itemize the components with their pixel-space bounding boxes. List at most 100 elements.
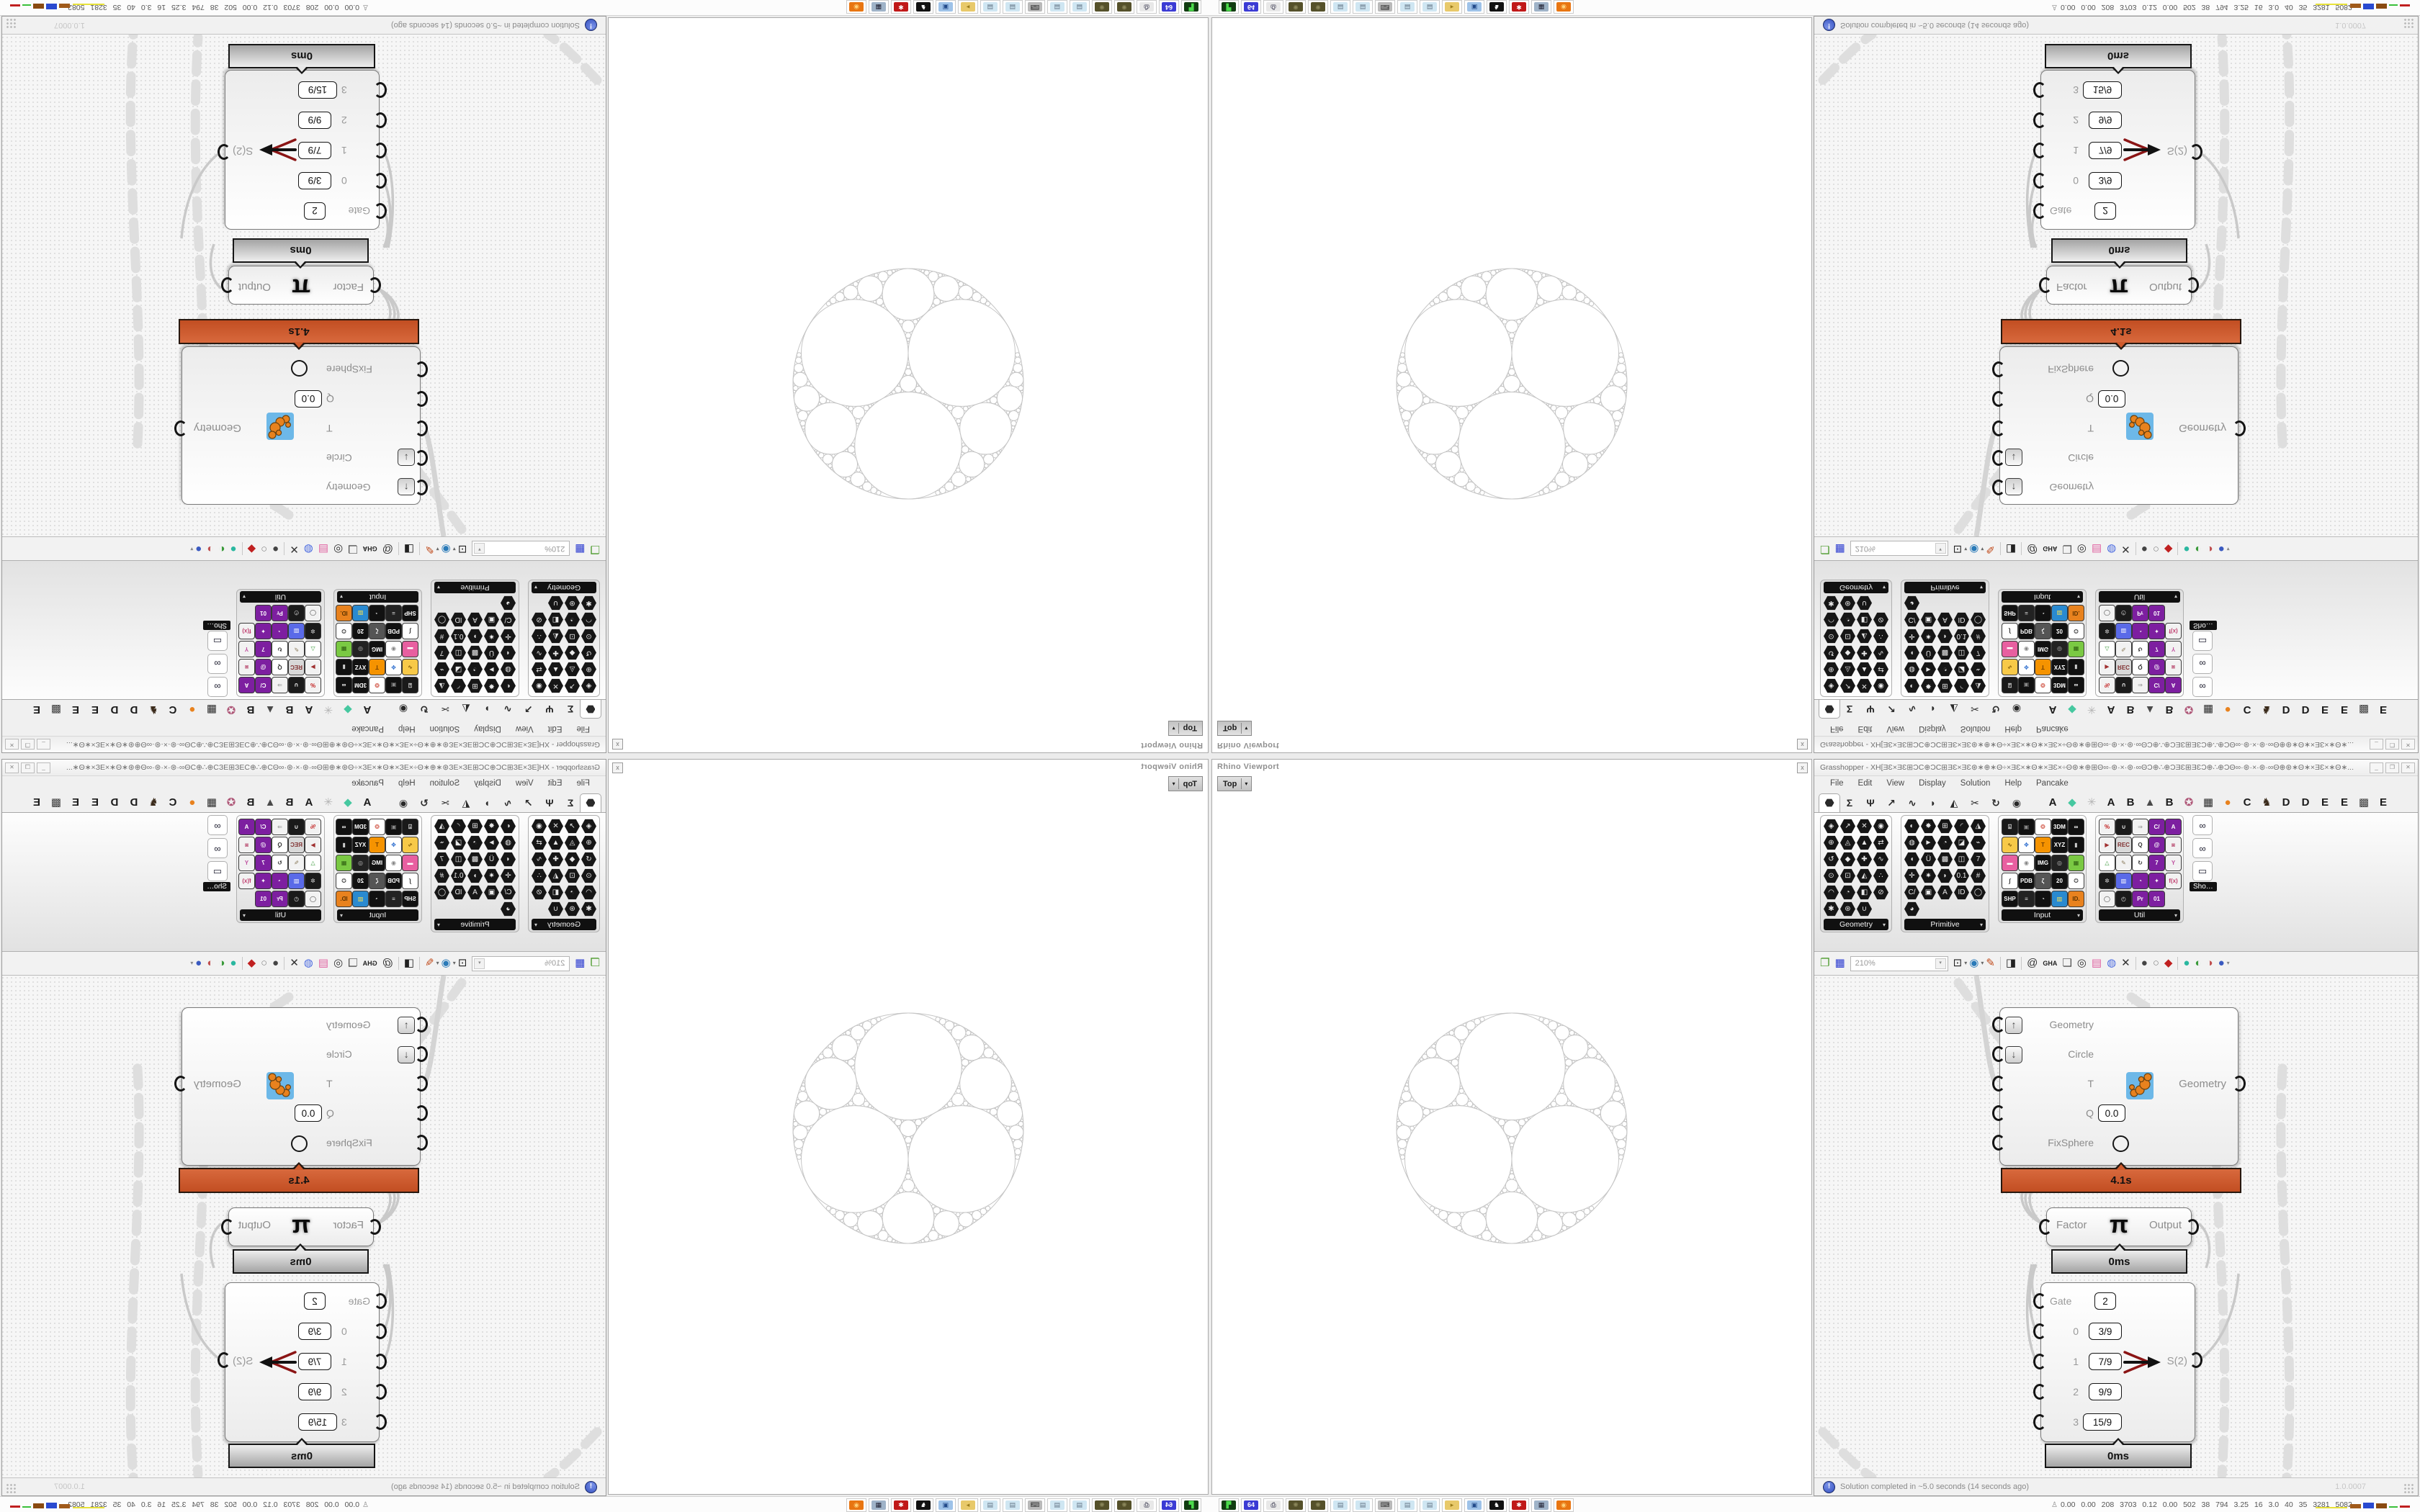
menu-item-pancake[interactable]: Pancake [351,724,384,733]
component-icon[interactable]: ◍ [501,835,516,850]
toolbar-icon-9[interactable]: ◨ [2005,957,2017,969]
component-icon[interactable]: A [1937,885,1953,900]
component-icon[interactable]: ⊛ [1840,595,1855,611]
tab-plugin-16[interactable]: ▩ [50,703,62,716]
component-icon[interactable]: 7 [1971,645,1986,660]
toolbar-icon-16[interactable]: ◍ [2107,957,2117,969]
value-box[interactable]: 15/9 [2083,1413,2122,1431]
component-icon[interactable]: ◔ [1840,612,1855,627]
boolean-toggle[interactable] [2112,1135,2129,1152]
component-icon[interactable]: 0.1 [451,868,466,883]
component-icon[interactable]: ∪ [1857,595,1872,611]
component-icon[interactable]: 7 [2148,855,2165,871]
component-icon[interactable]: ◉ [1873,819,1888,834]
viewport-close-button[interactable]: x [1797,739,1808,750]
component-icon[interactable]: ► [484,835,499,850]
tab-plugin-12[interactable]: D [130,796,138,809]
toolbar-icon-16[interactable]: ◍ [303,543,313,555]
tab-icon-6[interactable]: ◭ [1950,703,1958,715]
component-icon[interactable]: ◎ [2051,641,2068,657]
tab-plugin-8[interactable]: ▦ [2202,796,2214,809]
component-icon[interactable]: ✷ [484,629,499,644]
resize-grip[interactable] [2403,19,2414,29]
toolbar-icon-9[interactable]: ◨ [403,543,415,555]
component-icon[interactable]: 20 [2051,873,2068,889]
component-icon[interactable]: ◪ [1954,662,1969,677]
launcher-icon-0[interactable]: ▛ [1219,0,1239,14]
component-icon[interactable]: ◭ [1857,629,1872,644]
toolbar-icon-20[interactable]: ○ [2152,957,2159,969]
component-pi[interactable]: Factor π Output [2039,266,2199,305]
component-icon[interactable]: Pr [2132,891,2148,907]
component-icon[interactable]: ◆ [565,852,580,867]
launcher-icon-15[interactable]: ◉ [1554,0,1574,14]
launcher-icon-6[interactable]: ▤ [1353,0,1373,14]
tab-plugin-14[interactable]: E [2321,703,2329,716]
input-port[interactable] [415,450,428,466]
component-icon[interactable]: ◔ [1937,835,1953,850]
tab-plugin-10[interactable]: C [169,703,177,716]
tab-plugin-17[interactable]: E [33,796,41,809]
component-icon[interactable]: 20 [352,623,369,639]
toolbar-icon-4[interactable]: ▾ [452,546,456,552]
component-icon[interactable]: ◯ [1971,612,1986,627]
component-icon[interactable]: ◔ [2132,623,2148,639]
component-icon[interactable]: ◧ [1857,885,1872,900]
launcher-icon-9[interactable]: ▤ [1420,1498,1440,1512]
tab-icon-6[interactable]: ◭ [1950,797,1958,809]
menu-item-view[interactable]: View [1886,724,1905,733]
component-icon[interactable]: ◴ [2115,891,2132,907]
tab-icon-1[interactable]: Σ [1846,703,1853,715]
toolbar-icon-25[interactable]: ◑ [207,957,214,969]
tab-icon-8[interactable]: ↻ [1991,797,2000,809]
component-icon[interactable]: ◖ [1904,852,1919,867]
component-icon[interactable]: ◬ [565,662,580,677]
toolbar-icon-15[interactable]: ▤ [318,543,329,555]
component-icon[interactable]: ▲ [548,835,563,850]
toolbar-icon-1[interactable]: ▦ [1834,957,1845,969]
component-icon[interactable]: T [369,837,385,853]
tab-icon-8[interactable]: ↻ [1991,703,2000,715]
component-icon[interactable]: Pr [272,891,288,907]
toolbar-icon-27[interactable]: ▾ [2226,546,2230,552]
tab-plugin-6[interactable]: B [246,703,255,716]
component-icon[interactable]: ∪ [548,595,563,611]
component-icon[interactable]: ◬ [565,835,580,850]
component-icon[interactable]: ✛ [1904,629,1919,644]
component-icon[interactable]: 01 [255,605,272,621]
component-icon[interactable]: ✷ [484,868,499,883]
component-icon[interactable]: ∞ [207,654,228,674]
component-icon[interactable]: ◐ [1904,678,1919,693]
component-icon[interactable]: ◈ [1824,678,1839,693]
component-icon[interactable]: ◯ [2099,605,2115,621]
component-icon[interactable]: ◉ [385,855,402,871]
launcher-icon-8[interactable]: ▤ [1003,1498,1023,1512]
component-icon[interactable]: % [2099,819,2115,835]
component-icon[interactable]: ⊛ [565,595,580,611]
component-icon[interactable]: ✎ [2115,641,2132,657]
launcher-icon-4[interactable]: ✺ [1308,1498,1328,1512]
menu-item-pancake[interactable]: Pancake [2036,779,2069,788]
component-icon[interactable]: ∪ [1857,901,1872,917]
component-icon[interactable]: ◬ [1840,835,1855,850]
menu-item-file[interactable]: File [576,779,590,788]
value-box[interactable]: 7/9 [2089,1353,2122,1370]
tab-plugin-1[interactable]: ◆ [344,796,352,809]
component-icon[interactable]: ◕ [501,901,516,917]
palette-group-label[interactable]: Util ▾ [2099,591,2180,603]
component-icon[interactable]: ▣ [385,677,402,693]
component-icon[interactable]: ✛ [501,868,516,883]
component-icon[interactable]: ∴ [532,629,547,644]
tab-plugin-17[interactable]: E [2379,796,2387,809]
component-icon[interactable]: @ [2148,837,2165,853]
component-icon[interactable]: ⊘ [532,612,547,627]
tab-plugin-7[interactable]: ✪ [2184,703,2194,716]
component-icon[interactable]: ∿ [2002,659,2018,675]
component-icon[interactable]: ⊞ [467,678,483,693]
menu-item-display[interactable]: Display [474,779,501,788]
component-icon[interactable]: A [238,819,255,835]
grasshopper-titlebar[interactable]: Grasshopper - XH[ƎƐ×ƎƐ⊞ƆC⊕ƆC⊞ƎƐ×ƎƐ⊛∗⊕∗Θ÷… [2,736,606,752]
component-icon[interactable]: ⊕ [1824,835,1839,850]
zoom-level-combo[interactable]: 210% ▾ [472,541,570,557]
tab-plugin-12[interactable]: D [2282,796,2290,809]
